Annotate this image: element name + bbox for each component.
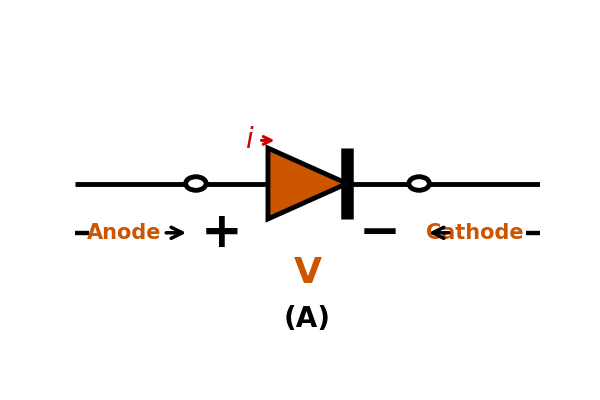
Text: $i$: $i$ xyxy=(245,126,254,154)
Text: Anode: Anode xyxy=(86,223,161,243)
Text: Cathode: Cathode xyxy=(426,223,524,243)
Circle shape xyxy=(409,177,430,190)
Text: V: V xyxy=(293,256,322,290)
Text: (A): (A) xyxy=(284,305,331,333)
Text: −: − xyxy=(359,209,401,257)
Text: +: + xyxy=(200,209,242,257)
Polygon shape xyxy=(268,148,347,219)
Circle shape xyxy=(185,177,206,190)
